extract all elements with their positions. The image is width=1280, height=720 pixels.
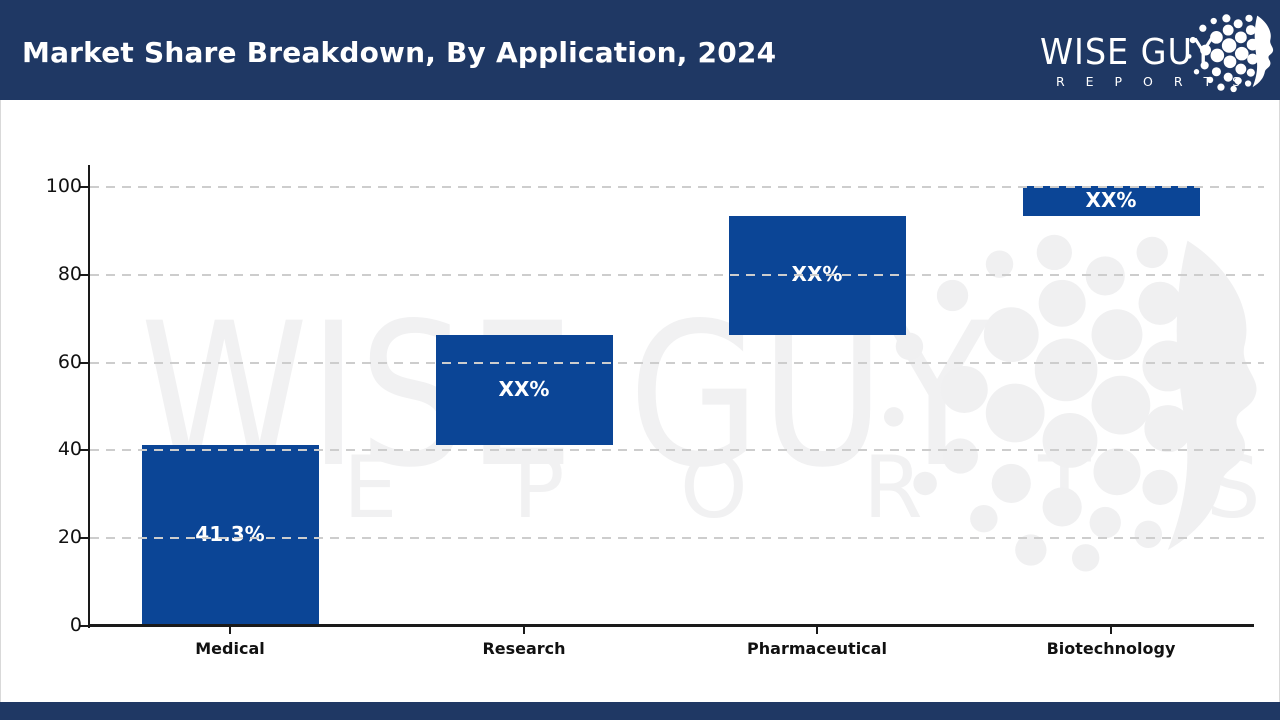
logo-wiseguy-text: WISE GUY [1040,32,1215,73]
x-axis-category-label: Biotechnology [1046,639,1176,658]
y-tick-label: 60 [57,350,82,373]
y-tick-label: 80 [57,262,82,285]
x-axis-line [88,624,1254,627]
gridline [90,449,1264,452]
y-tick-label: 100 [45,175,82,197]
x-axis-category-label: Research [482,639,566,658]
watermark-reports-text: R E P O R T S [168,438,1280,538]
y-tick-mark [80,625,88,627]
left-border [0,100,1,702]
bar-value-label: 41.3% [195,522,265,547]
page-title: Market Share Breakdown, By Application, … [22,36,777,69]
y-tick-mark [80,449,88,452]
x-tick-mark [816,627,818,634]
gridline [90,361,1264,364]
x-tick-mark [1110,627,1112,634]
bar-medical [141,444,319,626]
bar-value-label: XX% [498,377,550,402]
gridline [90,186,1264,188]
y-tick-label: 0 [69,614,82,636]
y-tick-mark [80,537,88,540]
watermark-face-dots-logo [884,234,1257,572]
y-axis-line [88,165,90,628]
y-tick-mark [80,186,88,188]
logo-face-dots-icon [1187,14,1274,93]
y-tick-mark [80,361,88,364]
bar-research [435,335,613,445]
logo-reports-text: R E P O R T S [1056,74,1249,89]
bar-value-label: XX% [1085,187,1137,212]
y-tick-label: 20 [57,526,82,549]
bar-biotechnology [1022,186,1200,216]
wise-guy-reports-logo: WISE GUY R E P O R T S [1032,12,1274,96]
gridline [90,273,1264,276]
header-bar: Market Share Breakdown, By Application, … [0,0,1280,100]
footer-bar [0,702,1280,720]
x-axis-category-label: Pharmaceutical [747,639,887,658]
y-tick-label: 40 [57,438,82,461]
y-tick-mark [80,273,88,276]
gridline [90,537,1264,540]
x-tick-mark [523,627,525,634]
x-axis-category-label: Medical [195,639,265,658]
x-tick-mark [229,627,231,634]
